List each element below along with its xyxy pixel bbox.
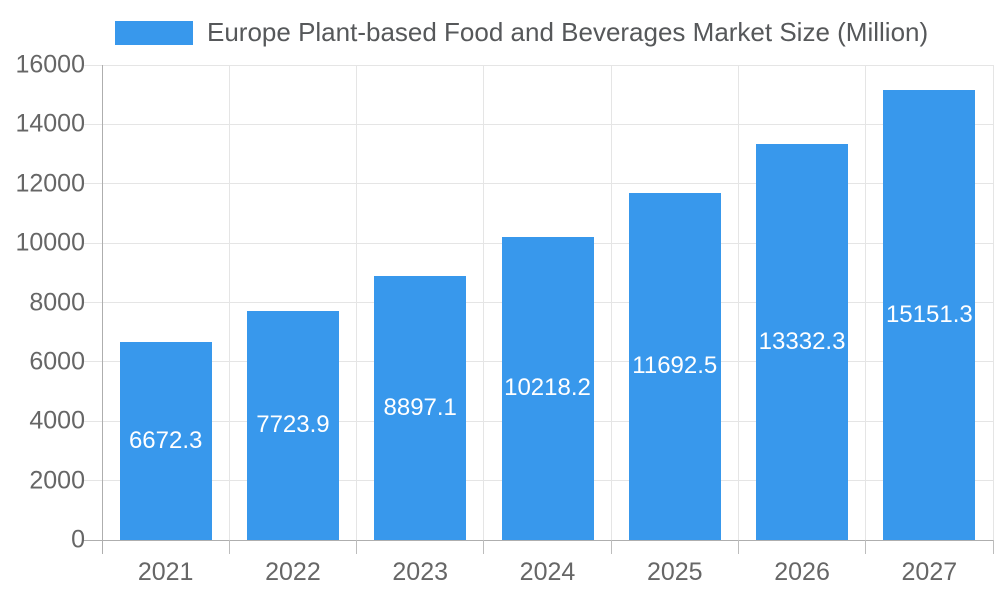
bar-2021: 6672.3 xyxy=(119,341,212,540)
y-tick-label: 2000 xyxy=(29,466,85,495)
x-tick-mark xyxy=(992,540,994,554)
x-tick-mark xyxy=(228,540,230,554)
y-gridline xyxy=(82,123,993,125)
bar-value-label: 15151.3 xyxy=(885,301,973,329)
bar-2027: 15151.3 xyxy=(883,90,976,540)
x-tick-label: 2027 xyxy=(901,558,958,586)
bar-value-label: 10218.2 xyxy=(504,374,591,402)
x-gridline xyxy=(356,65,358,540)
x-axis-line xyxy=(82,540,993,541)
x-tick-mark xyxy=(483,540,485,554)
x-tick-mark xyxy=(737,540,739,554)
y-tick-label: 8000 xyxy=(29,288,85,316)
bar-value-label: 11692.5 xyxy=(632,352,718,380)
bar-2023: 8897.1 xyxy=(374,275,467,540)
x-tick-mark xyxy=(610,540,612,554)
x-gridline xyxy=(610,65,612,540)
x-gridline xyxy=(992,65,994,540)
bar-value-label: 6672.3 xyxy=(128,426,203,454)
y-tick-label: 10000 xyxy=(15,228,85,257)
x-tick-label: 2025 xyxy=(646,558,703,586)
bar-value-label: 7723.9 xyxy=(256,411,330,439)
bar-value-label: 8897.1 xyxy=(383,393,457,421)
y-tick-label: 12000 xyxy=(15,169,85,198)
y-tick-label: 4000 xyxy=(29,406,85,435)
y-tick-label: 14000 xyxy=(15,109,85,138)
plot-area: 6672.3 7723.9 8897.1 10218.2 11692.5 13332.3 1… xyxy=(82,64,994,554)
legend: Europe Plant-based Food and Beverages Ma… xyxy=(115,17,928,48)
x-tick-label: 2026 xyxy=(774,558,830,586)
chart-title: Europe Plant-based Food and Beverages Ma… xyxy=(207,17,929,47)
y-tick-label: 0 xyxy=(71,525,85,554)
x-tick-mark xyxy=(865,540,867,554)
y-axis-line xyxy=(102,65,103,554)
y-tick-label: 16000 xyxy=(15,50,85,79)
x-gridline xyxy=(865,65,867,540)
bar-2024: 10218.2 xyxy=(501,236,594,540)
legend-swatch xyxy=(115,20,193,45)
y-gridline xyxy=(82,183,993,185)
x-tick-label: 2024 xyxy=(519,558,576,586)
y-gridline xyxy=(82,64,993,66)
bar-2026: 13332.3 xyxy=(756,144,849,540)
bar-value-label: 13332.3 xyxy=(758,328,846,356)
bar-2025: 11692.5 xyxy=(628,192,721,540)
y-tick-label: 6000 xyxy=(29,347,85,376)
x-tick-label: 2021 xyxy=(137,558,194,586)
x-gridline xyxy=(737,65,739,540)
x-tick-mark xyxy=(356,540,358,554)
x-gridline xyxy=(228,65,230,540)
x-gridline xyxy=(483,65,485,540)
x-tick-label: 2022 xyxy=(265,558,321,586)
x-tick-label: 2023 xyxy=(392,558,449,586)
bar-2022: 7723.9 xyxy=(246,310,339,540)
